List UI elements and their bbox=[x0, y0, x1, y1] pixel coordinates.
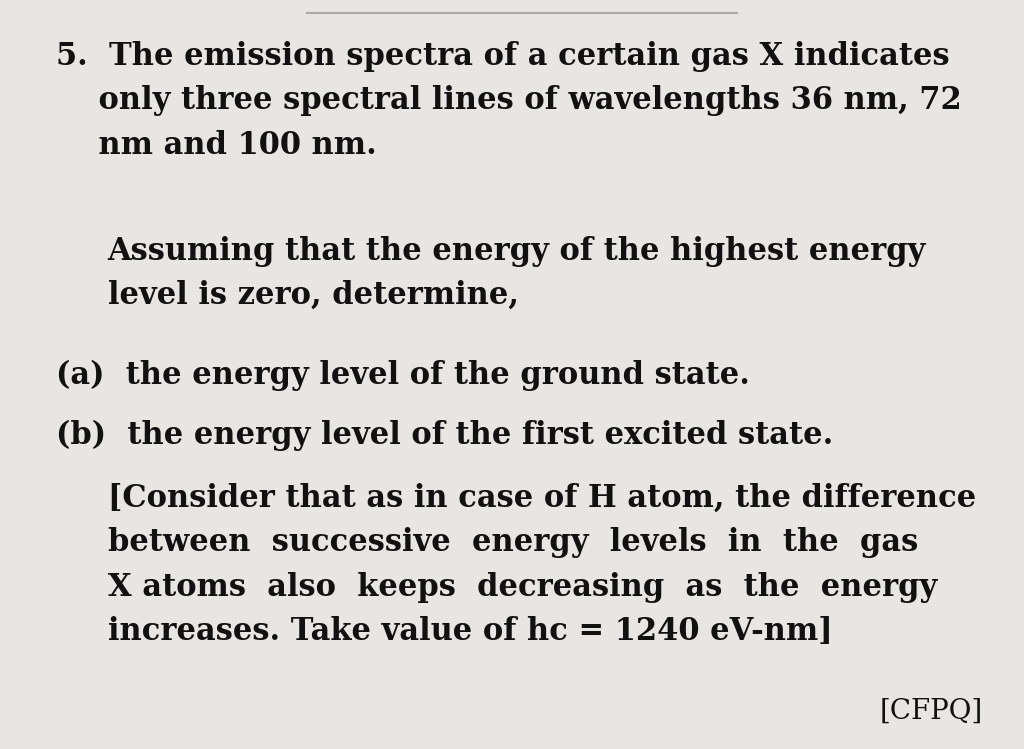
Text: [Consider that as in case of H atom, the difference
between  successive  energy : [Consider that as in case of H atom, the… bbox=[108, 483, 976, 646]
Text: 5.  The emission spectra of a certain gas X indicates
    only three spectral li: 5. The emission spectra of a certain gas… bbox=[56, 41, 963, 160]
Text: (a)  the energy level of the ground state.: (a) the energy level of the ground state… bbox=[56, 360, 751, 391]
Text: (b)  the energy level of the first excited state.: (b) the energy level of the first excite… bbox=[56, 419, 834, 451]
Text: [CFPQ]: [CFPQ] bbox=[880, 698, 983, 725]
Text: Assuming that the energy of the highest energy
level is zero, determine,: Assuming that the energy of the highest … bbox=[108, 236, 926, 311]
